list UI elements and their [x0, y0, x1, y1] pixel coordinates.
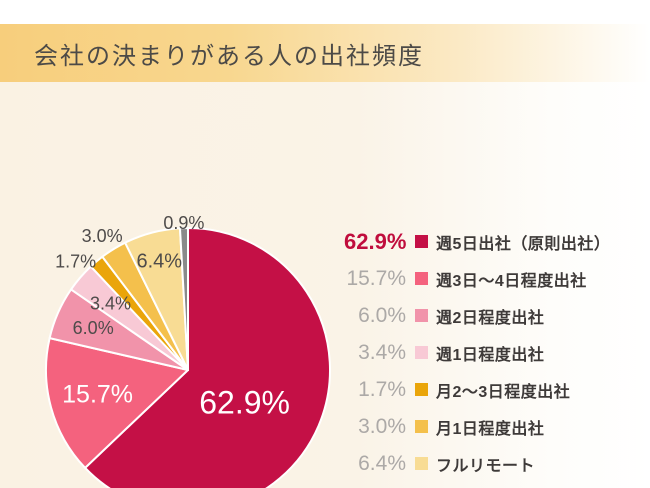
legend-row: 3.0% 月1日程度出社 [344, 408, 610, 445]
pie-label-4: 1.7% [55, 252, 96, 272]
pie-label-1: 15.7% [62, 381, 133, 409]
legend-percent: 15.7% [346, 266, 406, 290]
legend-row: 0.9%その他 [344, 482, 610, 488]
legend-row: 62.9% 週5日出社（原則出社） [344, 223, 610, 260]
legend-swatch [415, 457, 428, 470]
legend-swatch [415, 420, 428, 433]
pie-slice-0 [84, 227, 331, 488]
legend-row: 15.7% 週3日〜4日程度出社 [344, 260, 610, 297]
pie-chart: 62.9% 15.7% 6.0% 3.4% 1.7% 3.0% 6.4% 0.9% [45, 213, 331, 488]
legend-percent: 6.0% [358, 303, 406, 327]
title-band: 会社の決まりがある人の出社頻度 [0, 24, 650, 82]
legend-label: 月1日程度出社 [436, 420, 545, 438]
legend-row: 3.4% 週1日程度出社 [344, 334, 610, 371]
legend-swatch [415, 346, 428, 359]
pie-label-0: 62.9% [199, 385, 290, 421]
legend-swatch [415, 272, 428, 285]
pie-slice-7 [178, 227, 189, 371]
legend-label: フルリモート [436, 457, 536, 475]
legend: 62.9% 週5日出社（原則出社） 15.7% 週3日〜4日程度出社 6.0% 週2日程度… [344, 223, 610, 488]
pie-slice-1 [45, 337, 189, 469]
pie-label-7: 0.9% [163, 213, 204, 233]
legend-label: 週3日〜4日程度出社 [436, 272, 587, 290]
legend-label: 月2〜3日程度出社 [436, 383, 571, 401]
legend-swatch [415, 383, 428, 396]
pie-label-2: 6.0% [73, 318, 114, 338]
legend-percent: 62.9% [344, 228, 407, 254]
legend-percent: 6.4% [358, 451, 406, 475]
chart-area: 62.9% 15.7% 6.0% 3.4% 1.7% 3.0% 6.4% 0.9% 62.9%… [0, 82, 650, 488]
legend-swatch [415, 235, 428, 248]
legend-label: 週1日程度出社 [436, 346, 545, 364]
legend-row: 6.4% フルリモート [344, 445, 610, 482]
legend-label: 週5日出社（原則出社） [436, 235, 611, 253]
legend-row: 1.7% 月2〜3日程度出社 [344, 371, 610, 408]
legend-percent: 3.0% [358, 414, 406, 438]
legend-label: 週2日程度出社 [436, 309, 545, 327]
pie-label-5: 3.0% [82, 226, 123, 246]
legend-percent: 1.7% [358, 377, 406, 401]
legend-row: 6.0% 週2日程度出社 [344, 297, 610, 334]
legend-percent: 3.4% [358, 340, 406, 364]
page-title: 会社の決まりがある人の出社頻度 [34, 42, 424, 70]
legend-swatch [415, 309, 428, 322]
pie-label-3: 3.4% [90, 293, 131, 313]
pie-label-6: 6.4% [137, 251, 183, 273]
